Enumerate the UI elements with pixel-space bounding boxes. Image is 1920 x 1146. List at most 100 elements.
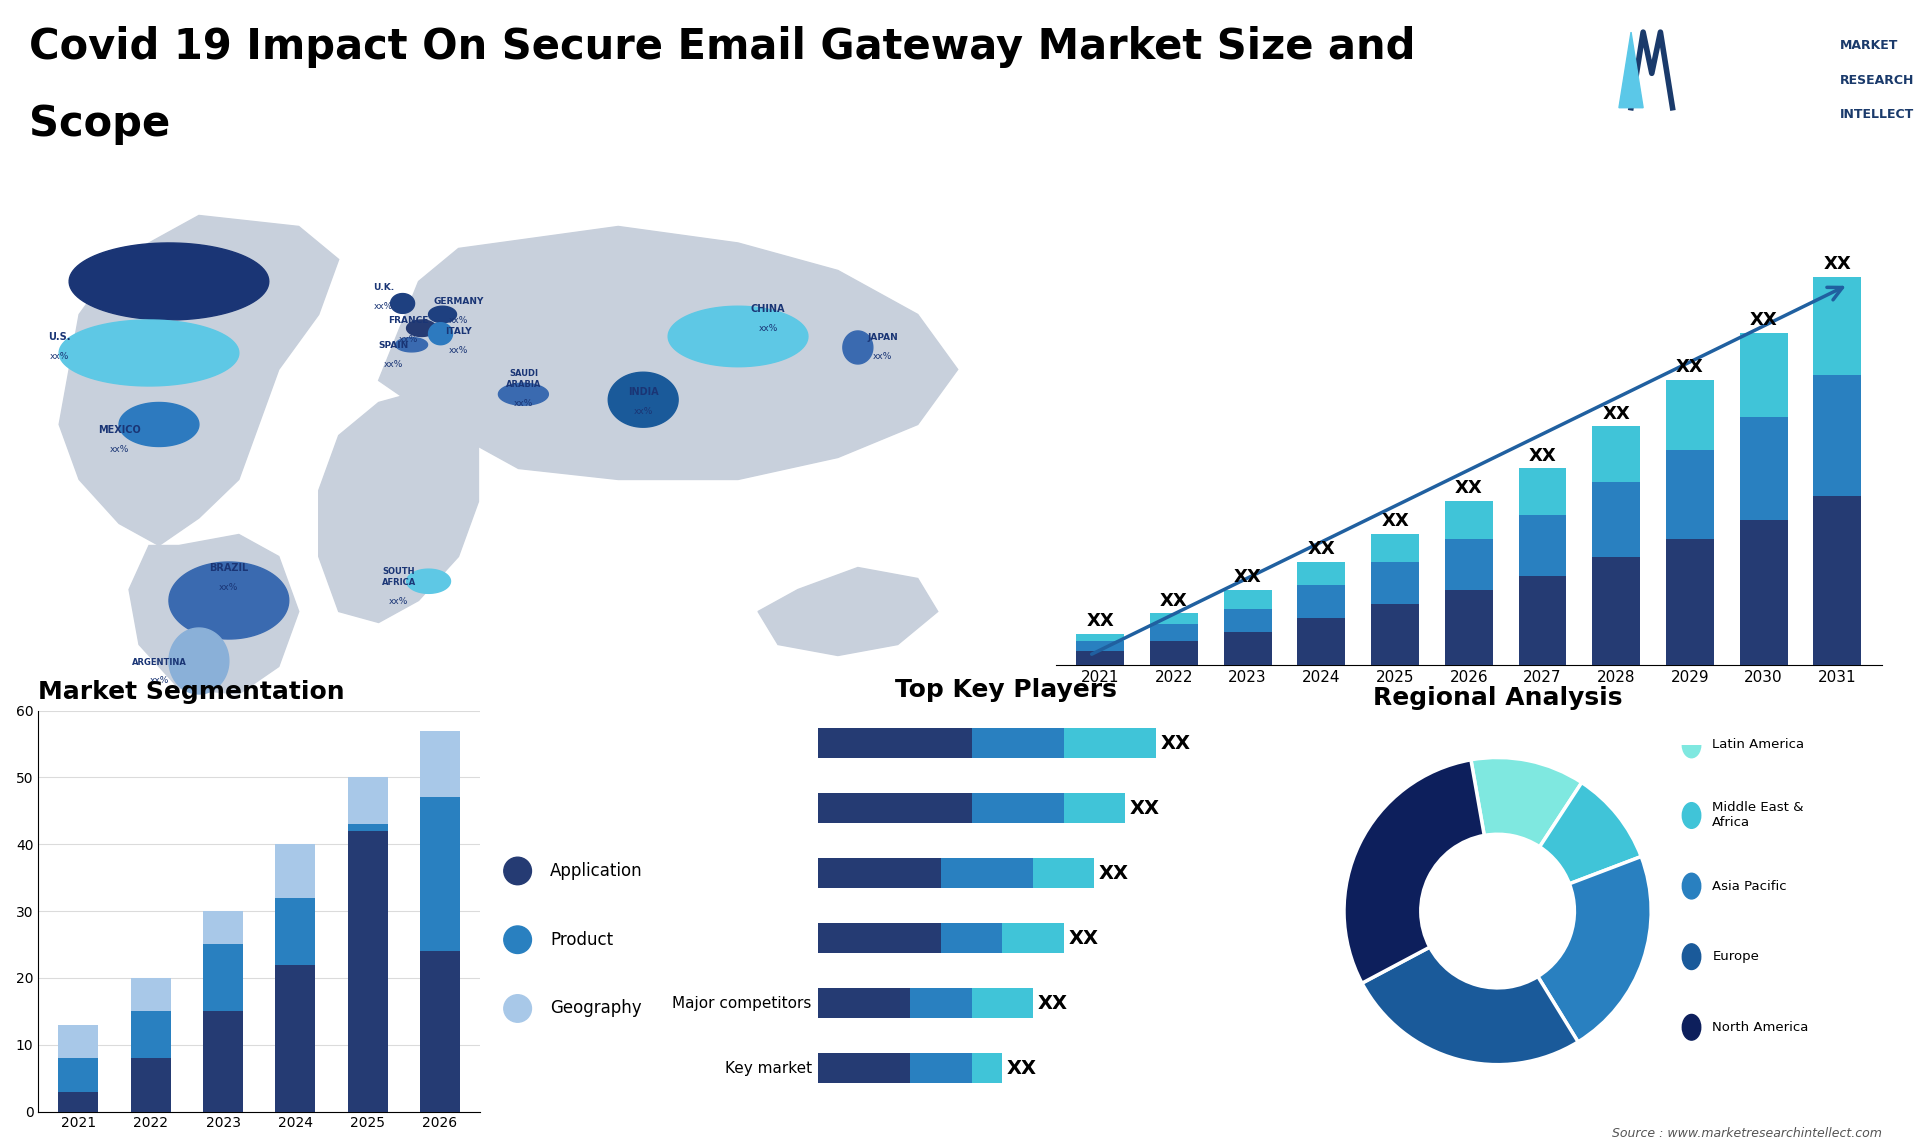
Text: XX: XX bbox=[1676, 358, 1703, 376]
Bar bbox=[1592, 426, 1640, 482]
Text: North America: North America bbox=[1713, 1021, 1809, 1034]
Polygon shape bbox=[1619, 32, 1644, 108]
Text: GERMANY: GERMANY bbox=[434, 297, 484, 306]
Polygon shape bbox=[428, 306, 457, 323]
Text: INTELLECT: INTELLECT bbox=[1839, 108, 1914, 121]
Text: XX: XX bbox=[1380, 512, 1409, 531]
Bar bbox=[275, 845, 315, 897]
Polygon shape bbox=[407, 570, 451, 594]
Text: U.K.: U.K. bbox=[372, 283, 394, 292]
Bar bbox=[1150, 625, 1198, 642]
Title: Top Key Players: Top Key Players bbox=[895, 677, 1117, 701]
Circle shape bbox=[1682, 944, 1701, 970]
Bar bbox=[1519, 516, 1567, 576]
Polygon shape bbox=[169, 562, 288, 639]
Text: MEXICO: MEXICO bbox=[98, 425, 140, 435]
Bar bbox=[1371, 562, 1419, 604]
Circle shape bbox=[503, 926, 532, 953]
Title: Regional Analysis: Regional Analysis bbox=[1373, 686, 1622, 711]
Bar bbox=[1223, 631, 1271, 665]
Wedge shape bbox=[1471, 758, 1582, 847]
Text: xx%: xx% bbox=[874, 352, 893, 361]
Bar bbox=[1298, 562, 1346, 586]
Bar bbox=[1002, 924, 1064, 953]
Bar bbox=[1298, 586, 1346, 618]
Text: xx%: xx% bbox=[150, 676, 169, 685]
Bar bbox=[204, 911, 244, 944]
Text: Key market: Key market bbox=[724, 1061, 812, 1076]
Text: RESEARCH: RESEARCH bbox=[1839, 73, 1914, 87]
Text: Covid 19 Impact On Secure Email Gateway Market Size and: Covid 19 Impact On Secure Email Gateway … bbox=[29, 26, 1415, 68]
Text: xx%: xx% bbox=[384, 360, 403, 369]
Bar bbox=[275, 897, 315, 965]
Bar bbox=[1150, 642, 1198, 665]
Text: ITALY: ITALY bbox=[445, 328, 472, 337]
Text: FRANCE: FRANCE bbox=[388, 316, 428, 325]
Wedge shape bbox=[1538, 856, 1651, 1042]
Bar bbox=[818, 793, 972, 823]
Circle shape bbox=[1682, 802, 1701, 829]
Text: XX: XX bbox=[1087, 612, 1114, 630]
Bar bbox=[941, 924, 1002, 953]
Text: xx%: xx% bbox=[219, 583, 238, 591]
Polygon shape bbox=[390, 293, 415, 313]
Bar bbox=[1064, 793, 1125, 823]
Bar bbox=[1740, 417, 1788, 520]
Text: Asia Pacific: Asia Pacific bbox=[1713, 880, 1788, 893]
Bar bbox=[818, 924, 941, 953]
Bar bbox=[1812, 277, 1860, 375]
Bar bbox=[1077, 651, 1125, 665]
Text: SOUTH
AFRICA: SOUTH AFRICA bbox=[382, 567, 417, 587]
Bar bbox=[818, 858, 941, 888]
Circle shape bbox=[1682, 873, 1701, 898]
Bar bbox=[1064, 728, 1156, 758]
Polygon shape bbox=[396, 338, 428, 352]
Text: xx%: xx% bbox=[758, 324, 778, 333]
Polygon shape bbox=[378, 227, 958, 479]
Text: xx%: xx% bbox=[374, 303, 394, 312]
Bar bbox=[1667, 449, 1715, 539]
Bar bbox=[1223, 590, 1271, 609]
Polygon shape bbox=[758, 567, 937, 656]
Text: Middle East &
Africa: Middle East & Africa bbox=[1713, 801, 1803, 830]
Bar bbox=[1077, 634, 1125, 642]
Bar bbox=[1371, 534, 1419, 562]
Wedge shape bbox=[1344, 760, 1484, 983]
Text: xx%: xx% bbox=[399, 336, 419, 344]
Text: XX: XX bbox=[1308, 540, 1334, 558]
Bar bbox=[1592, 557, 1640, 665]
Bar bbox=[1519, 576, 1567, 665]
Bar bbox=[1519, 469, 1567, 516]
Bar bbox=[818, 988, 910, 1018]
Bar bbox=[58, 1025, 98, 1058]
Text: XX: XX bbox=[1006, 1059, 1037, 1077]
Polygon shape bbox=[69, 243, 269, 320]
Polygon shape bbox=[169, 628, 228, 694]
Bar bbox=[941, 858, 1033, 888]
Polygon shape bbox=[843, 331, 874, 364]
Text: U.S.: U.S. bbox=[48, 332, 71, 342]
Text: XX: XX bbox=[1068, 928, 1098, 948]
Bar bbox=[131, 978, 171, 1011]
Circle shape bbox=[1682, 1014, 1701, 1041]
Text: Scope: Scope bbox=[29, 103, 171, 146]
Text: xx%: xx% bbox=[449, 346, 468, 355]
Bar bbox=[348, 777, 388, 824]
Bar bbox=[58, 1091, 98, 1112]
Bar bbox=[420, 951, 461, 1112]
Text: BRAZIL: BRAZIL bbox=[209, 563, 248, 573]
Bar bbox=[58, 1058, 98, 1091]
Text: xx%: xx% bbox=[390, 597, 409, 605]
Circle shape bbox=[503, 995, 532, 1022]
Text: XX: XX bbox=[1098, 864, 1129, 882]
Bar bbox=[1667, 379, 1715, 449]
Text: SPAIN: SPAIN bbox=[378, 342, 409, 351]
Text: xx%: xx% bbox=[159, 264, 179, 273]
Text: CANADA: CANADA bbox=[146, 244, 192, 254]
Bar bbox=[972, 988, 1033, 1018]
Text: XX: XX bbox=[1455, 479, 1482, 497]
Text: CHINA: CHINA bbox=[751, 305, 785, 314]
Text: JAPAN: JAPAN bbox=[868, 333, 899, 342]
Text: XX: XX bbox=[1037, 994, 1068, 1013]
Polygon shape bbox=[407, 320, 436, 337]
